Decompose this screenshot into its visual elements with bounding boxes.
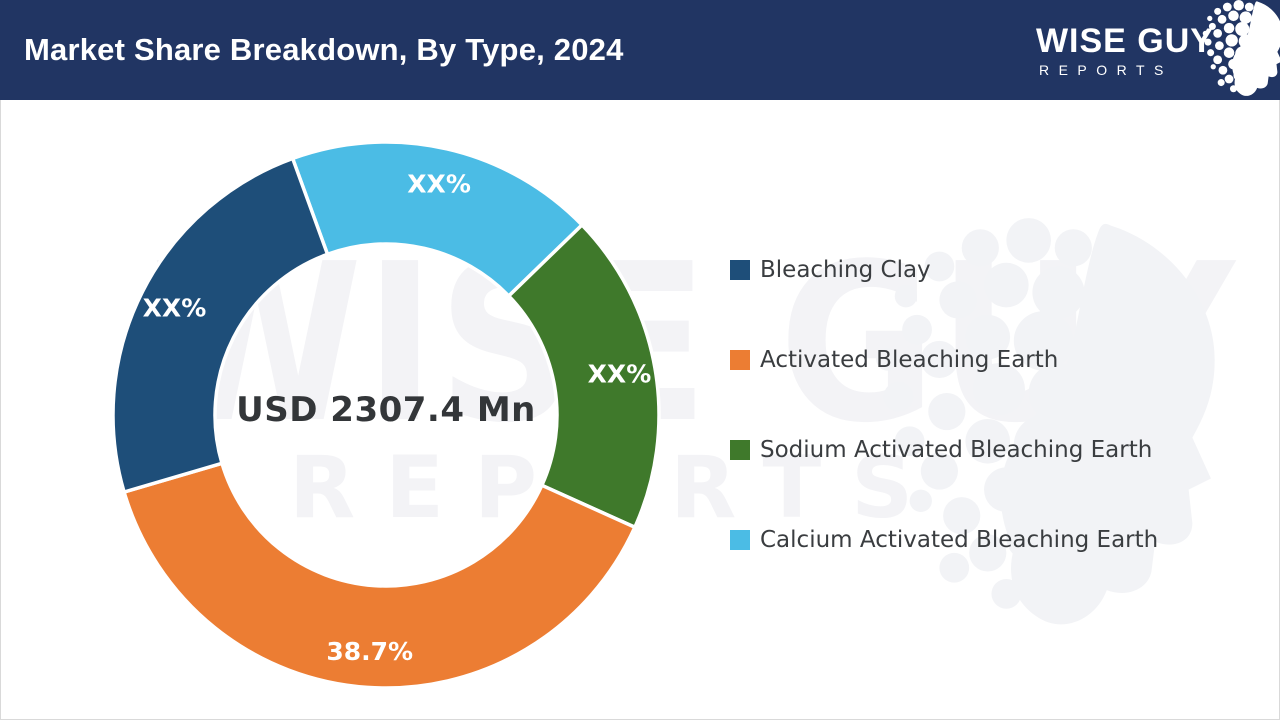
legend-item-activated-bleaching-earth: Activated Bleaching Earth bbox=[730, 343, 1158, 377]
legend-swatch-calcium-activated-bleaching-earth bbox=[730, 530, 750, 550]
logo-text: WISE GUY REPORTS bbox=[1036, 24, 1214, 77]
donut-chart: XX% XX% 38.7% XX% bbox=[111, 140, 661, 690]
logo-subtitle: REPORTS bbox=[1038, 61, 1173, 78]
legend-swatch-activated-bleaching-earth bbox=[730, 350, 750, 370]
legend-label: Calcium Activated Bleaching Earth bbox=[760, 527, 1159, 553]
legend-label: Activated Bleaching Earth bbox=[760, 347, 1059, 373]
segment-percent-label: XX% bbox=[588, 360, 652, 389]
wise-guy-reports-logo: WISE GUY REPORTS bbox=[1036, 0, 1280, 101]
segment-percent-label: XX% bbox=[143, 294, 207, 323]
segment-percent-label: XX% bbox=[407, 170, 471, 199]
legend-item-sodium-activated-bleaching-earth: Sodium Activated Bleaching Earth bbox=[730, 433, 1158, 467]
donut-center-value: USD 2307.4 Mn bbox=[236, 390, 536, 430]
legend-swatch-sodium-activated-bleaching-earth bbox=[730, 440, 750, 460]
chart-area: WISE GUY REPORTS XX%XX%38.7%XX% USD 2307… bbox=[0, 100, 1280, 720]
legend-item-bleaching-clay: Bleaching Clay bbox=[730, 253, 1158, 287]
legend-label: Bleaching Clay bbox=[760, 257, 931, 283]
donut-segment-3 bbox=[111, 156, 330, 494]
logo-wordmark: WISE GUY bbox=[1035, 21, 1214, 60]
legend-swatch-bleaching-clay bbox=[730, 260, 750, 280]
legend-item-calcium-activated-bleaching-earth: Calcium Activated Bleaching Earth bbox=[730, 523, 1158, 557]
header-bar: Market Share Breakdown, By Type, 2024 WI… bbox=[0, 0, 1280, 100]
segment-percent-label: 38.7% bbox=[326, 637, 413, 666]
donut-segment-1 bbox=[507, 223, 661, 530]
chart-legend: Bleaching Clay Activated Bleaching Earth… bbox=[730, 253, 1158, 557]
legend-label: Sodium Activated Bleaching Earth bbox=[760, 437, 1153, 463]
page-title: Market Share Breakdown, By Type, 2024 bbox=[24, 32, 624, 67]
donut-segment-2 bbox=[122, 461, 637, 690]
